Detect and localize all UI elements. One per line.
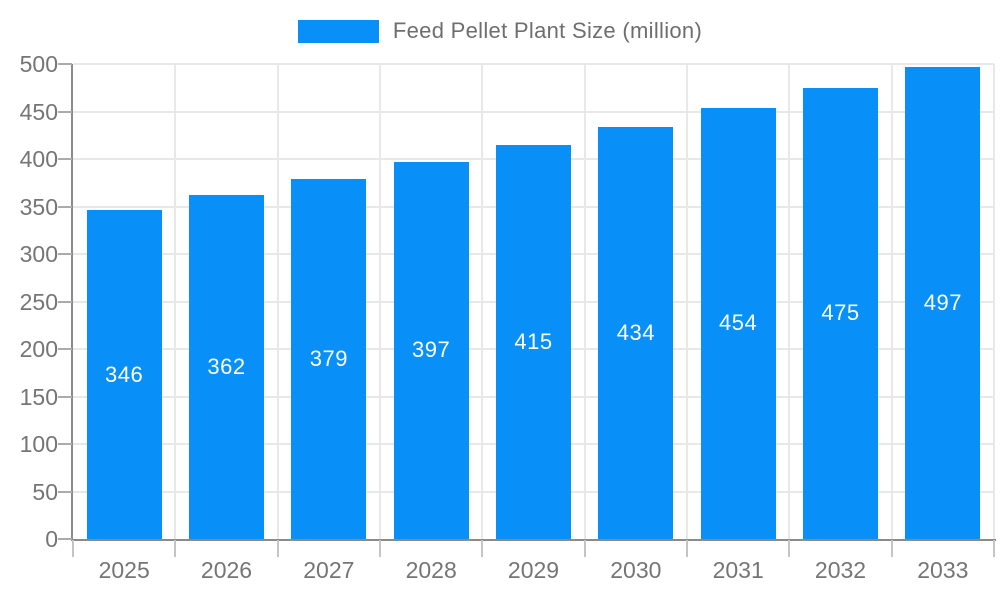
bar-2033[interactable]: 497 <box>905 66 981 539</box>
x-axis-tick-5 <box>584 540 586 557</box>
gridline-vertical-7 <box>788 64 790 539</box>
y-axis-label-300: 300 <box>19 241 58 267</box>
x-axis-label-2032: 2032 <box>814 557 867 583</box>
y-axis-tick-50 <box>58 490 72 493</box>
gridline-vertical-1 <box>174 64 176 539</box>
bar-value-label-2033: 497 <box>923 289 962 315</box>
bar-2031[interactable]: 454 <box>700 107 776 539</box>
y-axis-label-50: 50 <box>32 478 58 505</box>
gridline-vertical-6 <box>686 64 688 539</box>
gridline-vertical-9 <box>993 64 995 539</box>
bar-2032[interactable]: 475 <box>802 87 878 539</box>
x-axis-tick-4 <box>481 540 483 557</box>
y-axis-label-150: 150 <box>19 383 58 410</box>
bar-value-label-2031: 454 <box>719 310 758 336</box>
bar-value-label-2025: 346 <box>105 361 144 387</box>
x-axis-tick-7 <box>788 540 790 557</box>
bar-value-label-2026: 362 <box>207 354 246 380</box>
y-axis-tick-500 <box>58 63 72 65</box>
bar-value-label-2029: 415 <box>514 328 553 354</box>
x-axis-label-2027: 2027 <box>303 557 355 583</box>
x-axis-tick-8 <box>891 540 893 557</box>
y-axis-line <box>71 64 73 540</box>
bar-2026[interactable]: 362 <box>188 195 264 539</box>
gridline-vertical-8 <box>891 64 893 539</box>
x-axis-tick-2 <box>277 540 279 557</box>
bar-2027[interactable]: 379 <box>291 178 367 539</box>
bar-value-label-2027: 379 <box>309 345 348 371</box>
y-axis-tick-450 <box>58 110 72 113</box>
y-axis-label-100: 100 <box>19 431 58 457</box>
x-axis-label-2029: 2029 <box>507 557 560 583</box>
y-axis-tick-350 <box>58 205 72 208</box>
x-axis-tick-1 <box>174 540 176 557</box>
bar-2030[interactable]: 434 <box>598 126 674 539</box>
x-axis-label-2025: 2025 <box>98 557 150 583</box>
bar-value-label-2032: 475 <box>821 300 860 326</box>
legend-label: Feed Pellet Plant Size (million) <box>392 18 703 43</box>
x-axis-line <box>71 539 996 541</box>
y-axis-tick-250 <box>58 300 72 303</box>
x-axis-label-2031: 2031 <box>712 557 764 583</box>
legend: Feed Pellet Plant Size (million) <box>0 18 1000 44</box>
gridline-vertical-5 <box>584 64 586 539</box>
legend-swatch <box>297 19 379 43</box>
x-axis-tick-3 <box>379 540 381 557</box>
gridline-horizontal-500 <box>73 63 994 65</box>
gridline-vertical-4 <box>481 64 483 539</box>
y-axis-tick-100 <box>58 443 72 445</box>
bar-value-label-2030: 434 <box>616 319 655 345</box>
y-axis-label-200: 200 <box>19 336 58 362</box>
legend-item[interactable]: Feed Pellet Plant Size (million) <box>297 18 703 44</box>
gridline-vertical-2 <box>277 64 279 539</box>
y-axis-tick-150 <box>58 395 72 398</box>
x-axis-label-2030: 2030 <box>610 557 662 583</box>
x-axis-label-2026: 2026 <box>200 557 253 583</box>
bar-2025[interactable]: 346 <box>86 210 162 539</box>
x-axis-tick-9 <box>993 540 995 557</box>
bar-2028[interactable]: 397 <box>393 161 469 539</box>
y-axis-tick-200 <box>58 348 72 350</box>
x-axis-tick-0 <box>72 540 74 557</box>
x-axis-label-2033: 2033 <box>917 557 969 583</box>
gridline-horizontal-450 <box>73 110 994 113</box>
bar-value-label-2028: 397 <box>412 337 451 363</box>
x-axis-tick-6 <box>686 540 688 557</box>
bar-2029[interactable]: 415 <box>495 144 571 539</box>
y-axis-label-350: 350 <box>19 193 58 220</box>
gridline-vertical-3 <box>379 64 381 539</box>
y-axis-label-450: 450 <box>19 98 58 125</box>
y-axis-label-400: 400 <box>19 146 58 172</box>
y-axis-label-500: 500 <box>19 51 58 77</box>
y-axis-tick-0 <box>58 538 72 540</box>
y-axis-label-250: 250 <box>19 288 58 315</box>
plot-area: 346 362 379 397 415 434 454 475 497 <box>73 63 995 539</box>
y-axis-tick-400 <box>58 158 72 160</box>
y-axis-label-0: 0 <box>45 526 58 552</box>
x-axis-label-2028: 2028 <box>405 557 457 583</box>
y-axis-tick-300 <box>58 253 72 255</box>
